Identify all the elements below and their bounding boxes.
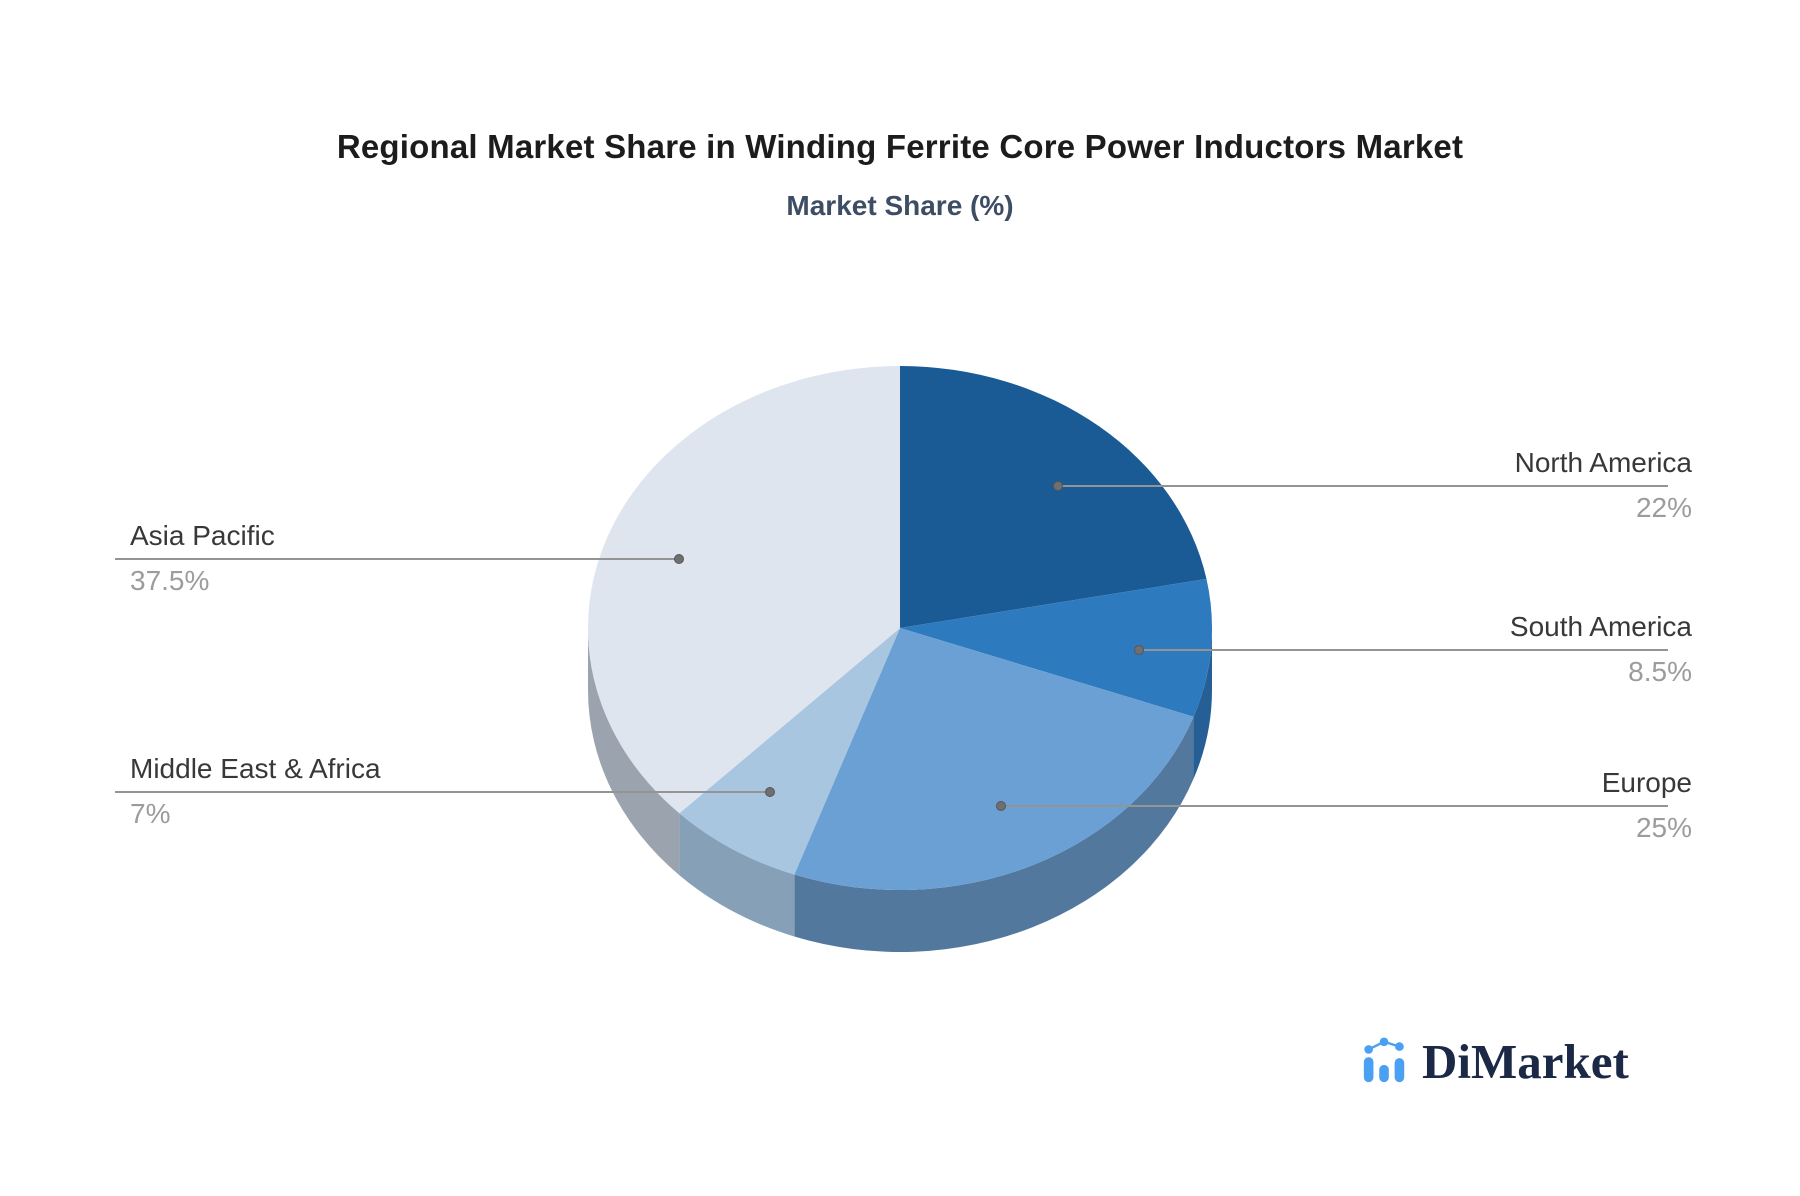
leader-dot-europe xyxy=(996,801,1006,811)
leader-dot-south-america xyxy=(1134,645,1144,655)
leader-dot-north-america xyxy=(1053,481,1063,491)
slice-label-name: Europe xyxy=(1601,767,1692,798)
bar-line-chart-icon xyxy=(1363,1037,1405,1083)
pie-slice-north-america[interactable] xyxy=(900,366,1207,628)
logo-text: DiMarket xyxy=(1422,1033,1629,1089)
slice-label-asia-pacific: Asia Pacific 37.5% xyxy=(130,518,550,596)
pie-slice-south-america[interactable] xyxy=(900,578,1212,717)
slice-label-name: Asia Pacific xyxy=(130,520,275,551)
slice-label-name: Middle East & Africa xyxy=(130,753,381,784)
slice-label-value: 8.5% xyxy=(1628,656,1692,687)
leader-dot-middle-east-africa xyxy=(765,787,775,797)
slice-label-value: 22% xyxy=(1635,492,1692,523)
slice-label-value: 37.5% xyxy=(130,565,210,596)
slice-label-name: North America xyxy=(1514,447,1692,478)
slice-label-name: South America xyxy=(1509,611,1692,642)
chart-subtitle: Market Share (%) xyxy=(786,190,1014,221)
pie-slice-side-middle-east-africa xyxy=(679,813,795,937)
pie-slice-asia-pacific[interactable] xyxy=(588,366,900,814)
slice-label-middle-east-africa: Middle East & Africa 7% xyxy=(130,751,550,829)
dimarket-logo[interactable]: DiMarket xyxy=(1360,1036,1629,1086)
slice-label-north-america: North America 22% xyxy=(1272,445,1692,523)
slice-label-value: 7% xyxy=(130,798,171,829)
slice-label-value: 25% xyxy=(1635,812,1692,843)
pie-slice-side-europe xyxy=(794,716,1194,952)
pie-slice-side-asia-pacific xyxy=(588,628,680,876)
pie-slice-europe[interactable] xyxy=(794,628,1194,890)
slice-label-south-america: South America 8.5% xyxy=(1272,609,1692,687)
leader-dot-asia-pacific xyxy=(674,554,684,564)
pie-slice-middle-east-africa[interactable] xyxy=(679,628,900,875)
pie-slice-side-south-america xyxy=(1193,628,1212,779)
chart-title: Regional Market Share in Winding Ferrite… xyxy=(336,128,1464,165)
slice-label-europe: Europe 25% xyxy=(1272,765,1692,843)
